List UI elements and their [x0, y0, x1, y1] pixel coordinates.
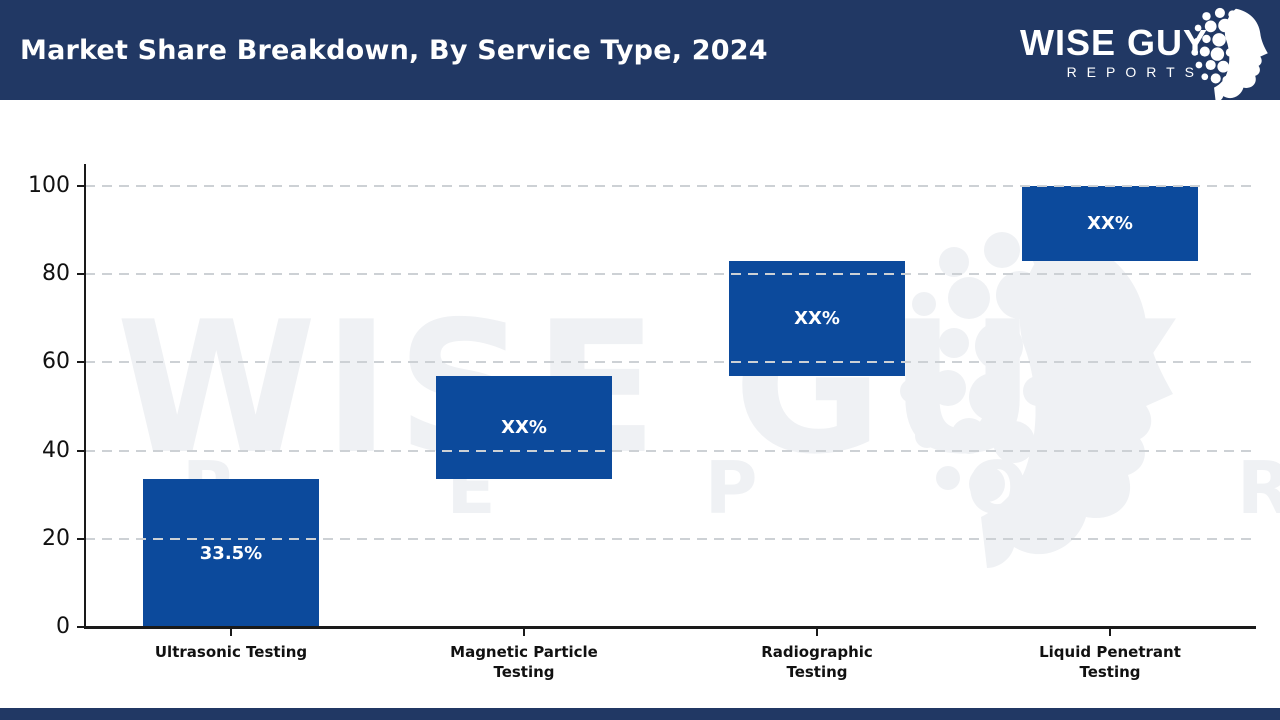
y-tick-mark: [77, 626, 85, 628]
y-tick-label: 0: [56, 614, 70, 639]
gridline-60: [85, 361, 1255, 364]
bar-segment: XX%: [436, 375, 612, 480]
gridline-100: [85, 185, 1255, 187]
y-tick-label: 40: [42, 437, 70, 463]
y-tick-label: 20: [42, 525, 70, 551]
header: Market Share Breakdown, By Service Type,…: [0, 0, 1280, 102]
logo-subtitle: REPORTS: [1066, 64, 1204, 80]
logo-wordmark: WISE GUY: [1019, 22, 1208, 63]
wiseguy-head-icon: [1191, 7, 1268, 102]
footer-bar: [0, 708, 1280, 720]
page-title: Market Share Breakdown, By Service Type,…: [20, 34, 768, 66]
y-tick-mark: [77, 537, 85, 540]
y-tick-label: 100: [28, 173, 70, 198]
y-tick-label: 60: [42, 349, 70, 375]
gridline-40: [85, 449, 1255, 452]
bar-segment: XX%: [1022, 186, 1198, 261]
gridline-20: [85, 537, 1255, 540]
x-category-label: Magnetic Particle Testing: [450, 643, 598, 682]
watermark-head-icon: [900, 232, 1173, 568]
y-axis-spine: [84, 164, 86, 629]
x-tick-mark: [230, 628, 232, 636]
y-tick-mark: [77, 273, 85, 276]
y-tick-mark: [77, 361, 85, 364]
x-category-label: Liquid Penetrant Testing: [1039, 643, 1181, 682]
bar-value-label: XX%: [501, 416, 547, 438]
x-category-label: Radiographic Testing: [761, 643, 873, 682]
bar-value-label: XX%: [1087, 212, 1133, 234]
bar-segment: 33.5%: [143, 479, 319, 627]
y-tick-mark: [77, 185, 85, 187]
x-tick-mark: [523, 628, 525, 636]
bar-value-label: 33.5%: [199, 542, 263, 564]
x-axis-spine: [84, 626, 1256, 629]
bar-segment: XX%: [729, 260, 905, 376]
y-tick-label: 80: [42, 261, 70, 287]
gridline-80: [85, 273, 1255, 276]
x-category-label: Ultrasonic Testing: [154, 643, 308, 661]
y-tick-mark: [77, 449, 85, 452]
x-tick-mark: [816, 628, 818, 636]
bar-value-label: XX%: [794, 307, 840, 329]
x-tick-mark: [1109, 628, 1111, 636]
logo: WISE GUY REPORTS: [1014, 0, 1274, 102]
